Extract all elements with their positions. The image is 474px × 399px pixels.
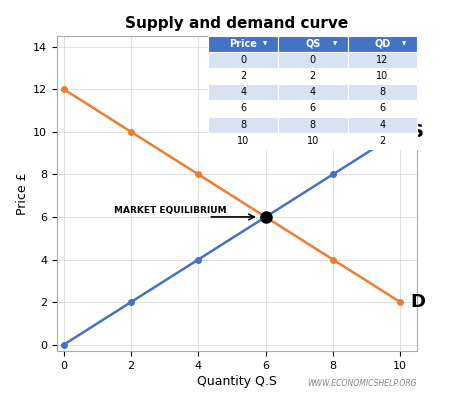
Bar (278, 117, 347, 132)
Bar (278, 52, 347, 68)
Text: 12: 12 (376, 55, 389, 65)
Bar (209, 132, 278, 149)
Text: 8: 8 (240, 120, 246, 130)
Bar (209, 68, 278, 84)
Text: 6: 6 (240, 103, 246, 113)
Text: 10: 10 (376, 71, 389, 81)
Text: 2: 2 (310, 71, 316, 81)
Text: QD: QD (374, 39, 391, 49)
Text: ▼: ▼ (333, 41, 337, 46)
Bar (209, 84, 278, 101)
Text: 0: 0 (310, 55, 316, 65)
Text: QS: QS (305, 39, 320, 49)
Bar (347, 68, 417, 84)
Text: 2: 2 (240, 71, 246, 81)
Text: 10: 10 (237, 136, 249, 146)
Bar (278, 132, 347, 149)
Bar (347, 117, 417, 132)
Text: D: D (410, 293, 425, 311)
Bar (209, 36, 278, 52)
Bar (209, 101, 278, 117)
Bar (278, 68, 347, 84)
Text: 2: 2 (379, 136, 385, 146)
Text: 0: 0 (240, 55, 246, 65)
Text: 8: 8 (310, 120, 316, 130)
Y-axis label: Price £: Price £ (16, 172, 29, 215)
Bar (347, 52, 417, 68)
Bar (347, 84, 417, 101)
Text: ▼: ▼ (402, 41, 407, 46)
Bar (209, 52, 278, 68)
Text: 4: 4 (310, 87, 316, 97)
Bar (278, 84, 347, 101)
Bar (209, 117, 278, 132)
Bar (347, 101, 417, 117)
Text: Price: Price (229, 39, 257, 49)
Bar (347, 132, 417, 149)
Text: 6: 6 (379, 103, 385, 113)
Title: Supply and demand curve: Supply and demand curve (126, 16, 348, 31)
Text: 4: 4 (379, 120, 385, 130)
Bar (278, 101, 347, 117)
Text: ▼: ▼ (264, 41, 267, 46)
Bar (347, 36, 417, 52)
Text: WWW.ECONOMICSHELP.ORG: WWW.ECONOMICSHELP.ORG (308, 379, 417, 389)
Text: 8: 8 (379, 87, 385, 97)
Text: S: S (410, 123, 423, 141)
Text: MARKET EQUILIBRIUM: MARKET EQUILIBRIUM (114, 206, 227, 215)
Text: 4: 4 (240, 87, 246, 97)
Text: 6: 6 (310, 103, 316, 113)
Text: 10: 10 (307, 136, 319, 146)
Bar (278, 36, 347, 52)
X-axis label: Quantity Q.S: Quantity Q.S (197, 375, 277, 388)
